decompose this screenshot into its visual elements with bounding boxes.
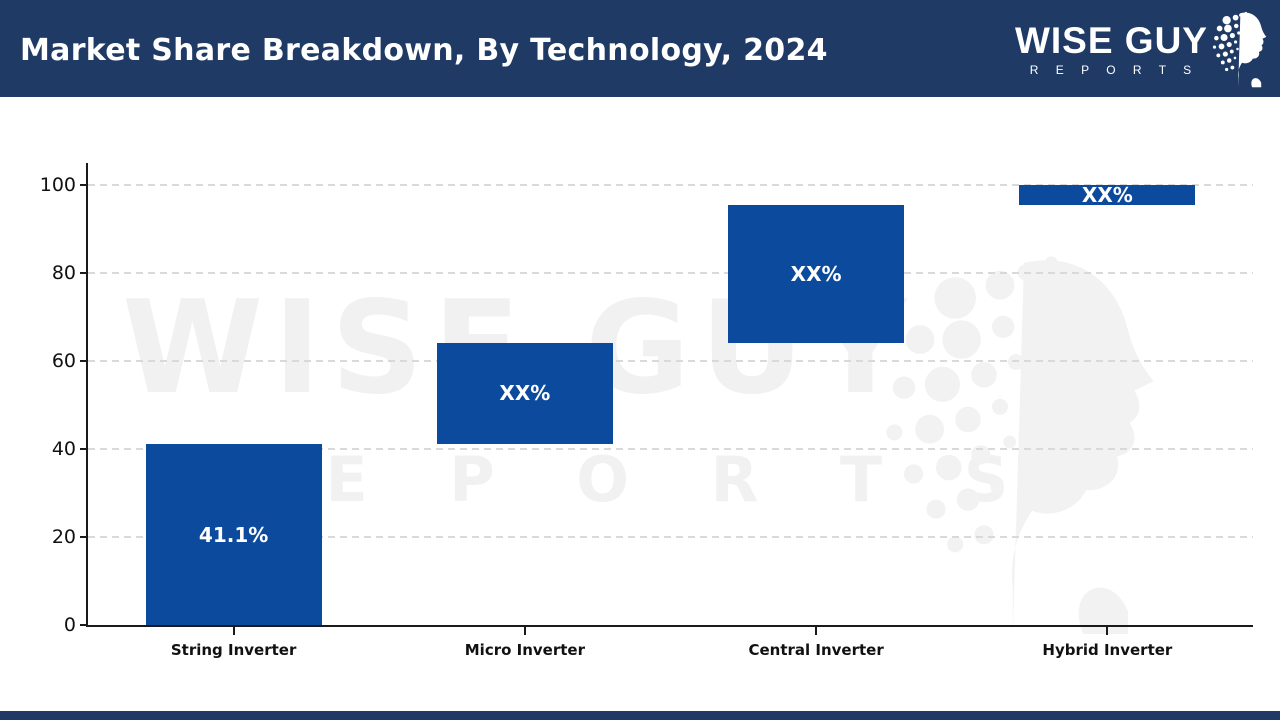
- y-tick-20: [80, 536, 88, 538]
- bar-hybrid-inverter: XX%: [1019, 182, 1196, 207]
- x-tick-hybrid-inverter: [1106, 627, 1109, 635]
- x-axis-spine: [86, 625, 1253, 627]
- logo-head-icon: [1210, 8, 1274, 90]
- y-tick-label-60: 60: [51, 350, 76, 372]
- x-tick-central-inverter: [815, 627, 818, 635]
- wise-guy-logo: WISE GUY R E P O R T S: [1015, 5, 1274, 93]
- y-tick-80: [80, 272, 88, 274]
- logo-wordmark-line2: R E P O R T S: [1029, 62, 1199, 77]
- gridline-100: [88, 184, 1253, 186]
- y-tick-label-40: 40: [51, 438, 76, 460]
- bar-value-label-string-inverter: 41.1%: [198, 522, 269, 547]
- gridline-80: [88, 272, 1253, 274]
- x-tick-micro-inverter: [523, 627, 526, 635]
- y-tick-label-80: 80: [51, 262, 76, 284]
- chart-title: Market Share Breakdown, By Technology, 2…: [20, 33, 828, 68]
- gridline-40: [88, 448, 1253, 450]
- bar-string-inverter: 41.1%: [145, 444, 322, 625]
- watermark-head-icon: [872, 217, 1192, 667]
- gridline-20: [88, 536, 1253, 538]
- x-tick-label-string-inverter: String Inverter: [170, 641, 297, 659]
- y-tick-label-20: 20: [51, 526, 76, 548]
- footer-bar: [0, 711, 1280, 720]
- y-tick-40: [80, 448, 88, 450]
- bar-value-label-hybrid-inverter: XX%: [1081, 182, 1133, 207]
- x-tick-label-micro-inverter: Micro Inverter: [464, 641, 585, 659]
- y-tick-label-100: 100: [39, 174, 76, 196]
- y-tick-0: [80, 624, 88, 626]
- x-tick-label-central-inverter: Central Inverter: [748, 641, 884, 659]
- y-tick-100: [80, 184, 88, 186]
- x-tick-label-hybrid-inverter: Hybrid Inverter: [1042, 641, 1173, 659]
- y-axis-spine: [86, 163, 88, 627]
- gridline-60: [88, 360, 1253, 362]
- y-tick-label-0: 0: [63, 614, 76, 636]
- plot-area: WISE GUY R E P O R T S 0 20 40 60 80 100 41.1%…: [0, 97, 1280, 711]
- x-tick-string-inverter: [232, 627, 235, 635]
- bar-micro-inverter: XX%: [436, 342, 613, 445]
- logo-wordmark-line1: WISE GUY: [1014, 19, 1208, 61]
- header-bar: Market Share Breakdown, By Technology, 2…: [0, 0, 1280, 97]
- bar-value-label-central-inverter: XX%: [790, 261, 842, 286]
- watermark-text-line2: R E P O R T S: [196, 443, 1039, 516]
- bar-central-inverter: XX%: [728, 205, 905, 343]
- logo-wordmark: WISE GUY R E P O R T S: [1015, 22, 1208, 77]
- y-tick-60: [80, 360, 88, 362]
- bar-value-label-micro-inverter: XX%: [499, 381, 551, 406]
